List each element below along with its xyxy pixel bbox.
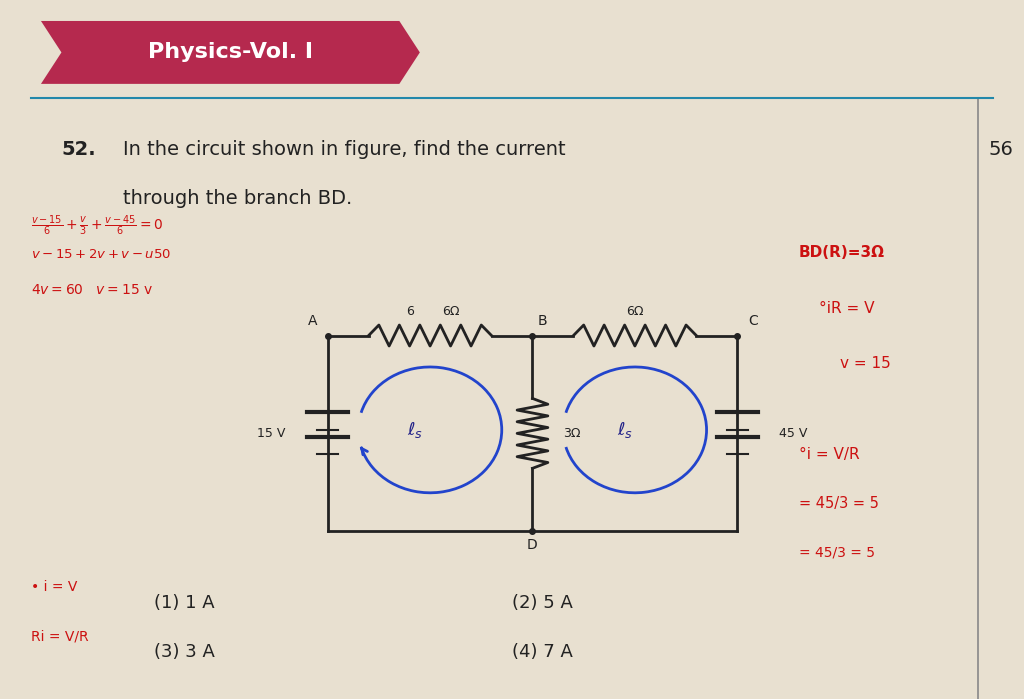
Text: (3) 3 A: (3) 3 A [154,643,214,661]
Text: $4v=60$   $v=15$ v: $4v=60$ $v=15$ v [31,283,153,297]
Text: 15 V: 15 V [257,427,286,440]
Text: 45 V: 45 V [779,427,808,440]
Text: In the circuit shown in figure, find the current: In the circuit shown in figure, find the… [123,140,565,159]
Text: (4) 7 A: (4) 7 A [512,643,572,661]
Text: $\ell_s$: $\ell_s$ [616,420,633,440]
Text: D: D [527,538,538,552]
Text: BD(R)=3Ω: BD(R)=3Ω [799,245,885,259]
Text: °iR = V: °iR = V [819,301,874,315]
Text: v = 15: v = 15 [840,356,891,371]
Text: through the branch BD.: through the branch BD. [123,189,352,208]
Text: C: C [748,314,758,328]
Text: Physics-Vol. I: Physics-Vol. I [147,43,313,62]
Text: 6Ω: 6Ω [626,305,644,317]
Text: 52.: 52. [61,140,96,159]
Text: B: B [538,314,548,328]
Text: 56: 56 [988,140,1013,159]
Text: (1) 1 A: (1) 1 A [154,594,214,612]
Text: A: A [307,314,317,328]
Text: 6: 6 [406,305,414,317]
Polygon shape [41,21,420,84]
Text: °i = V/R: °i = V/R [799,447,859,462]
Text: 6Ω: 6Ω [441,305,460,317]
Text: (2) 5 A: (2) 5 A [512,594,572,612]
Text: Ri = V/R: Ri = V/R [31,629,88,643]
Text: $\frac{v-15}{6}+\frac{v}{3}+\frac{v-45}{6}=0$: $\frac{v-15}{6}+\frac{v}{3}+\frac{v-45}{… [31,213,163,238]
Text: 3Ω: 3Ω [563,427,581,440]
Text: = 45/3 = 5: = 45/3 = 5 [799,496,879,511]
Text: = 45/3 = 5: = 45/3 = 5 [799,545,874,559]
Text: $v-15+2v+v-u50$: $v-15+2v+v-u50$ [31,248,171,261]
Text: • i = V: • i = V [31,580,77,594]
Text: $\ell_s$: $\ell_s$ [407,420,423,440]
